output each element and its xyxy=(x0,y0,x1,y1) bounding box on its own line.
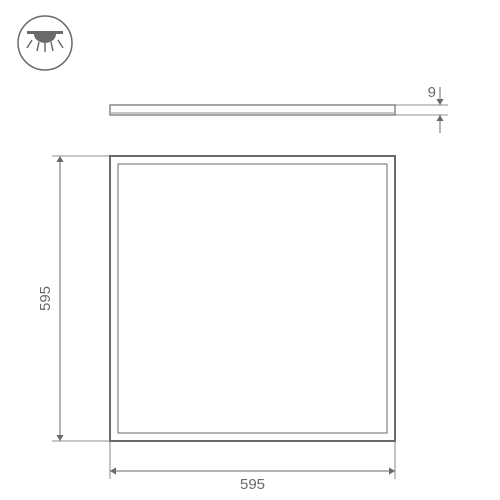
width-label: 595 xyxy=(240,476,265,493)
ceiling-light-icon xyxy=(18,16,72,70)
height-label: 595 xyxy=(37,286,54,311)
thickness-label: 9 xyxy=(428,84,436,101)
panel-side-view xyxy=(110,105,395,115)
panel-front-view xyxy=(110,156,395,441)
